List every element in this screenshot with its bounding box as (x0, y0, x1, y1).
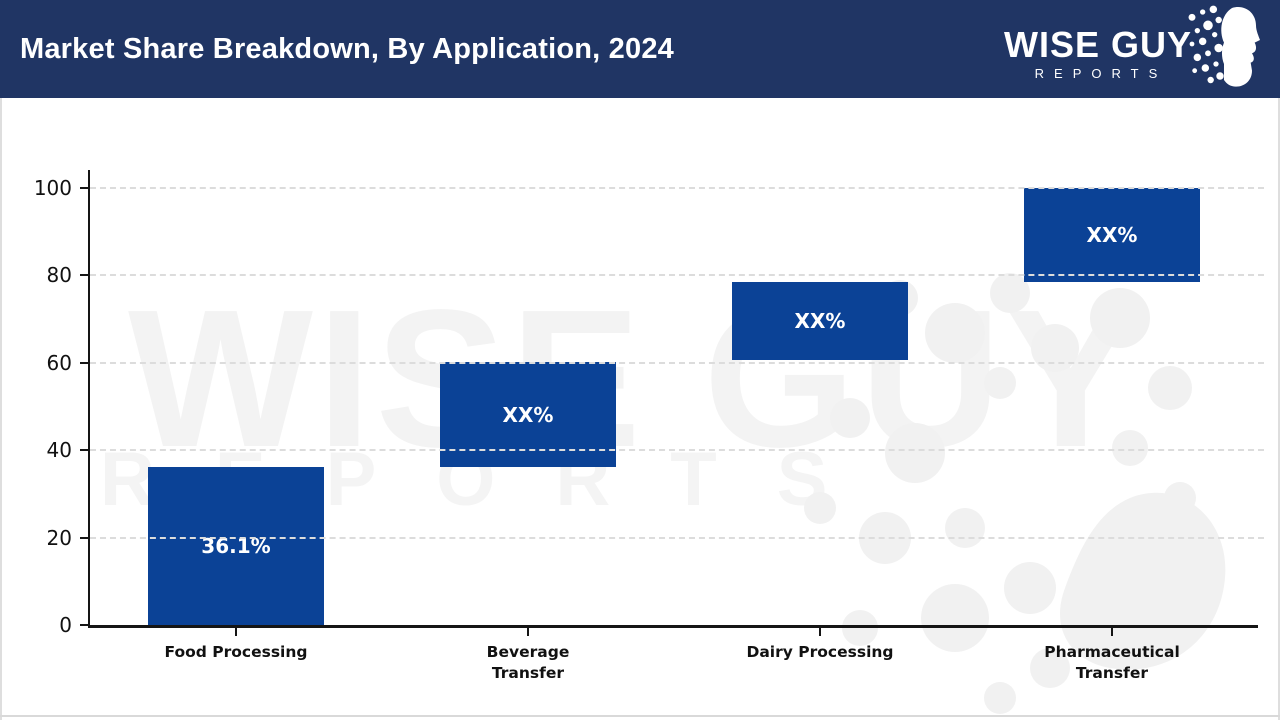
chart-area: WISE GUY REPORTS 0 20 40 60 80 100 36.1% Food P… (0, 98, 1280, 720)
bar-value-label: XX% (502, 402, 554, 427)
y-tick-mark (80, 186, 88, 189)
x-tick-mark (527, 628, 529, 636)
logo-brand-name: WISE GUY (1003, 23, 1192, 65)
y-tick-label: 0 (59, 613, 72, 637)
bar-pharmaceutical-transfer: XX% (1024, 187, 1200, 283)
y-tick-label: 100 (33, 175, 72, 200)
gridline-100 (90, 186, 1264, 189)
x-category-label: Beverage Transfer (486, 643, 570, 682)
bar-beverage-transfer: XX% (440, 362, 616, 468)
y-tick-mark (80, 449, 88, 451)
page-title: Market Share Breakdown, By Application, … (20, 32, 674, 65)
gridline-20 (90, 536, 1264, 539)
page-border-left (0, 98, 2, 720)
bar-value-label: XX% (794, 309, 846, 334)
y-tick-mark (80, 624, 88, 626)
page-border-right (1278, 98, 1280, 720)
bar-dairy-processing: XX% (732, 282, 908, 360)
bar-value-label: XX% (1086, 222, 1138, 247)
header: Market Share Breakdown, By Application, … (0, 0, 1280, 98)
x-tick-mark (819, 628, 821, 636)
y-tick-label: 80 (46, 263, 72, 287)
y-tick-mark (80, 361, 88, 364)
gridline-80 (90, 274, 1264, 276)
x-category-label: Dairy Processing (746, 643, 894, 661)
x-tick-mark (235, 628, 237, 636)
watermark-text-primary: WISE GUY (128, 269, 1141, 488)
plot-area: 0 20 40 60 80 100 36.1% Food Processing XX% Bever… (34, 170, 1264, 682)
x-category-label: Pharmaceutical Transfer (1044, 643, 1180, 682)
y-tick-mark (80, 536, 88, 539)
x-category-label: Food Processing (164, 643, 308, 661)
gridline-40 (90, 449, 1264, 451)
y-tick-label: 60 (46, 350, 72, 375)
page-border-bottom (0, 715, 1280, 717)
y-tick-mark (80, 274, 88, 276)
y-tick-label: 40 (46, 438, 72, 462)
x-tick-mark (1111, 628, 1113, 636)
logo-text: WISE GUY REPORTS (1003, 23, 1192, 81)
bar-food-processing: 36.1% (148, 467, 324, 625)
y-tick-label: 20 (46, 525, 72, 550)
head-profile-icon (1188, 5, 1260, 87)
gridline-60 (90, 361, 1264, 364)
wiseguy-logo: WISE GUY REPORTS (1004, 4, 1266, 92)
logo-brand-sub: REPORTS (1034, 65, 1168, 81)
